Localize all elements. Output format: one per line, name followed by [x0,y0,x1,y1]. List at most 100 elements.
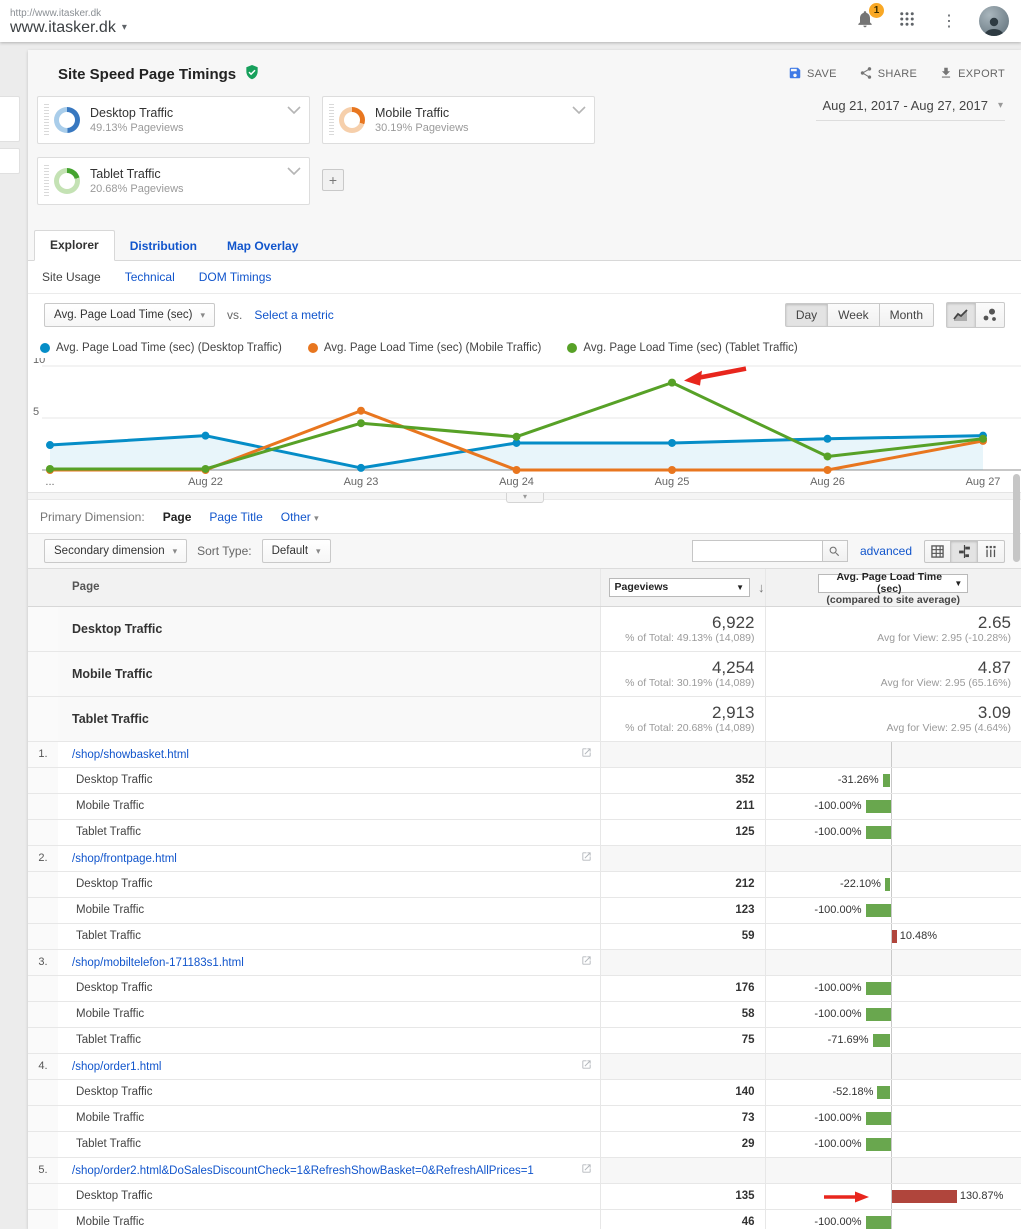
donut-chart-mobile [339,107,365,133]
dimension-page[interactable]: Page [162,510,192,524]
segment-card-mobile[interactable]: Mobile Traffic 30.19% Pageviews [322,96,595,144]
timeline-chart[interactable]: 5 10... Aug 22 Aug 23 Aug 24 Aug 25 Aug 26 Aug … [28,354,1021,492]
metric-cell: -71.69% [764,1027,1021,1054]
pivot-view-button[interactable] [978,539,1005,563]
pageviews-cell: 352 [599,767,765,794]
select-metric-link[interactable]: Select a metric [254,308,334,322]
drag-handle[interactable] [329,104,334,136]
tab-explorer[interactable]: Explorer [34,230,115,261]
comparison-view-button[interactable] [951,539,978,563]
comparison-axis [890,923,892,949]
open-in-new-icon[interactable] [581,1059,592,1073]
segment-label: Tablet Traffic [76,1034,141,1046]
pageviews-value: 29 [741,1138,755,1150]
notifications-button[interactable]: 1 [853,3,884,33]
delta-value: -31.26% [837,773,879,786]
kebab-icon: ⋮ [941,13,957,30]
shield-check-icon [244,64,260,84]
delta-value: 130.87% [959,1189,1004,1202]
open-in-new-icon[interactable] [581,1163,592,1177]
granularity-day[interactable]: Day [784,303,829,327]
comparison-axis [890,793,892,819]
pageviews-cell: 46 [599,1209,765,1229]
user-avatar[interactable] [979,6,1009,36]
property-selector[interactable]: http://www.itasker.dk www.itasker.dk ▾ [10,6,127,37]
open-in-new-icon[interactable] [581,851,592,865]
export-button[interactable]: EXPORT [939,66,1005,83]
metric-cell: -100.00% [764,793,1021,820]
pageviews-value: 59 [741,930,755,942]
granularity-week[interactable]: Week [828,303,880,327]
subtab-dom-timings[interactable]: DOM Timings [198,270,272,284]
dimension-other-dropdown[interactable]: Other ▾ [280,510,319,524]
subtab-technical[interactable]: Technical [124,270,175,284]
metric-select-dropdown[interactable]: Avg. Page Load Time (sec) ▾ [44,303,216,327]
property-name[interactable]: www.itasker.dk ▾ [10,18,127,36]
legend-item-desktop: Avg. Page Load Time (sec) (Desktop Traff… [40,342,282,354]
page-link[interactable]: /shop/order1.html [72,1061,162,1073]
pageviews-cell [599,1053,765,1080]
column-header-page[interactable]: Page [58,569,600,607]
dimension-page-title[interactable]: Page Title [209,510,263,524]
segment-label: Desktop Traffic [76,774,153,786]
page-link[interactable]: /shop/showbasket.html [72,749,189,761]
chevron-down-icon[interactable] [287,162,301,180]
metric-cell: -100.00% [764,1001,1021,1028]
secondary-dimension-dropdown[interactable]: Secondary dimension ▾ [44,539,188,563]
open-in-new-icon[interactable] [581,747,592,761]
legend-item-tablet: Avg. Page Load Time (sec) (Tablet Traffi… [567,342,798,354]
table-search-input[interactable] [691,540,822,562]
chevron-down-icon[interactable] [287,101,301,119]
chart-type-toggle [946,302,1005,328]
page-link[interactable]: /shop/order2.html&DoSalesDiscountCheck=1… [72,1165,534,1177]
share-button[interactable]: SHARE [859,66,917,83]
metric-column-dropdown[interactable]: Avg. Page Load Time (sec) ▼ [818,571,969,595]
advanced-search-link[interactable]: advanced [859,544,912,558]
sort-type-dropdown[interactable]: Default ▾ [261,539,331,563]
chart-collapse-handle[interactable]: ▾ [506,493,544,503]
segment-card-tablet[interactable]: Tablet Traffic 20.68% Pageviews [37,157,310,205]
subtab-site-usage[interactable]: Site Usage [42,270,101,284]
index-cell [28,767,58,794]
table-subrow: Mobile Traffic 123 -100.00% [28,897,1021,924]
drag-handle[interactable] [44,165,49,197]
search-button[interactable] [821,540,848,562]
line-chart-view-button[interactable] [946,302,976,328]
pageviews-cell: 73 [599,1105,765,1132]
metric-cell [764,1157,1021,1184]
motion-chart-view-button[interactable] [976,302,1005,328]
segment-card-desktop[interactable]: Desktop Traffic 49.13% Pageviews [37,96,310,144]
data-table-view-button[interactable] [924,539,951,563]
page-link[interactable]: /shop/frontpage.html [72,853,177,865]
pageviews-total: 6,922 [711,612,755,632]
granularity-month[interactable]: Month [879,303,934,327]
report-panel: Site Speed Page Timings SAVE SHARE [28,50,1021,1229]
more-options-button[interactable]: ⋮ [937,9,961,33]
scrollbar-thumb[interactable] [1013,474,1020,562]
drag-handle[interactable] [44,104,49,136]
sort-descending-icon[interactable]: ↓ [758,579,765,595]
save-button[interactable]: SAVE [788,66,837,83]
summary-pageviews-cell: 6,922% of Total: 49.13% (14,089) [599,606,765,652]
add-segment-button[interactable]: + [322,169,344,191]
tab-map-overlay[interactable]: Map Overlay [227,239,299,253]
table-view-toggle [924,539,1005,563]
open-in-new-icon[interactable] [581,955,592,969]
svg-text:Aug 24: Aug 24 [499,476,534,488]
granularity-toggle: Day Week Month [784,303,934,327]
date-range-selector[interactable]: Aug 21, 2017 - Aug 27, 2017 ▾ [816,94,1005,121]
page-link[interactable]: /shop/mobiltelefon-171183s1.html [72,957,244,969]
table-subrow: Tablet Traffic 29 -100.00% [28,1131,1021,1158]
table-subrow: Desktop Traffic 176 -100.00% [28,975,1021,1002]
metric-cell: -100.00% [764,975,1021,1002]
delta-value: -22.10% [839,877,881,890]
svg-text:Aug 27: Aug 27 [966,476,1001,488]
legend-dot-icon [307,343,318,353]
metric-cell: -22.10% [764,871,1021,898]
apps-grid-button[interactable] [895,9,919,33]
tab-distribution[interactable]: Distribution [129,239,198,253]
pageviews-column-dropdown[interactable]: Pageviews ▼ [608,577,750,597]
chevron-down-icon[interactable] [572,101,586,119]
report-table: Page Pageviews ▼ ↓ Avg. Page Load Time (sec)… [28,569,1021,1229]
table-toolbar: Secondary dimension ▾ Sort Type: Default… [28,533,1021,569]
